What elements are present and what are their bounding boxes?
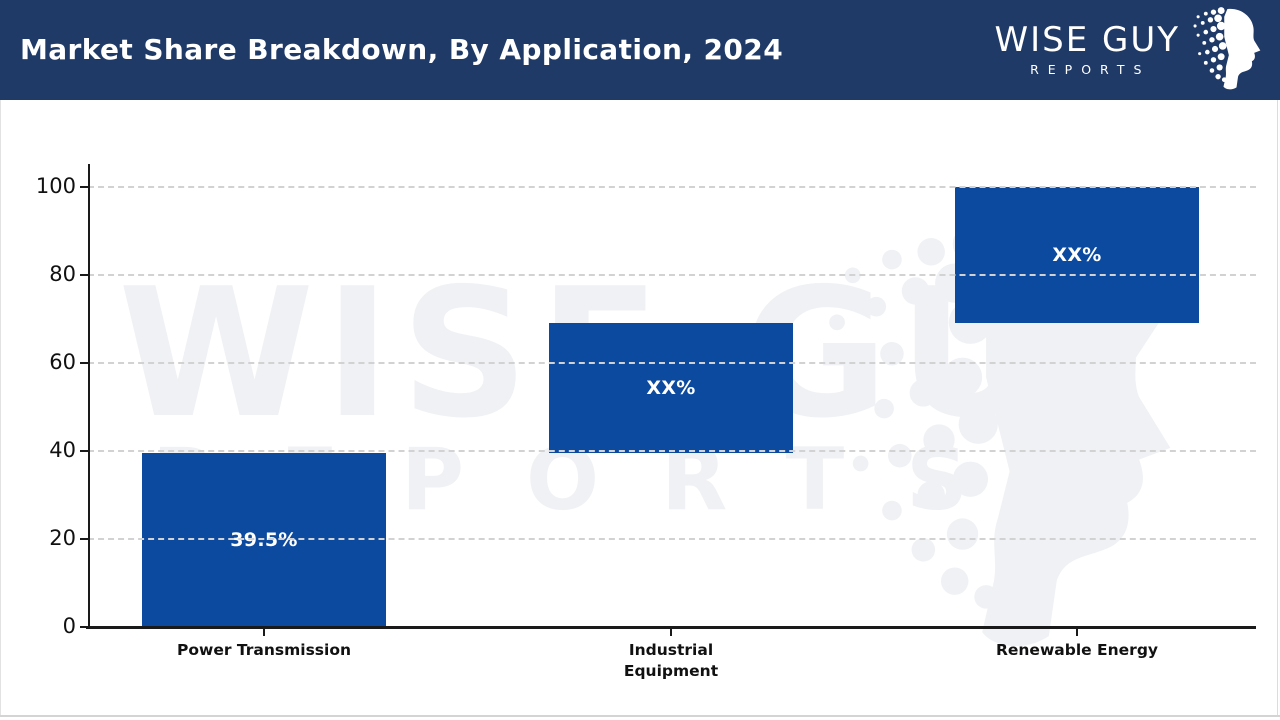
gridline-60 — [88, 362, 1256, 364]
y-tick-label-40: 40 — [49, 438, 76, 462]
chart-area: WISE GUY REPORTS 0 20 40 60 80 100 39.5% XX% XX… — [0, 100, 1280, 720]
x-tick-mark-0 — [263, 629, 265, 636]
x-category-label-0: Power Transmission — [176, 641, 352, 659]
y-tick-label-80: 80 — [49, 262, 76, 286]
y-tick-label-20: 20 — [49, 526, 76, 550]
bar-1: XX% — [549, 323, 793, 454]
page-edge-left — [0, 100, 1, 716]
y-tick-mark-60 — [80, 362, 89, 364]
page-edge-bottom — [0, 715, 1280, 717]
y-axis-spine — [88, 164, 90, 628]
bar-value-label-2: XX% — [1052, 244, 1102, 267]
gridline-80 — [88, 274, 1256, 276]
wise-guy-head-icon — [1193, 7, 1261, 90]
logo-text: WISE GUY REPORTS — [994, 21, 1180, 77]
page-edge-right — [1277, 100, 1278, 716]
x-tick-mark-2 — [1076, 629, 1078, 636]
logo-subtext: REPORTS — [1030, 62, 1151, 77]
bar-value-label-1: XX% — [646, 377, 696, 400]
x-category-label-1: Industrial Equipment — [623, 641, 719, 680]
page-title: Market Share Breakdown, By Application, … — [20, 33, 784, 66]
y-tick-mark-100 — [80, 186, 89, 188]
y-tick-label-60: 60 — [49, 350, 76, 374]
gridline-100 — [88, 186, 1256, 188]
header-banner: Market Share Breakdown, By Application, … — [0, 0, 1280, 100]
y-tick-mark-20 — [80, 538, 89, 540]
y-tick-label-0: 0 — [62, 614, 76, 638]
bar-value-label-0: 39.5% — [230, 529, 298, 552]
x-tick-mark-1 — [670, 629, 672, 636]
logo-wordmark: WISE GUY — [994, 20, 1180, 60]
x-axis-spine — [86, 626, 1256, 629]
y-tick-label-100: 100 — [35, 174, 76, 198]
wise-guy-logo: WISE GUY REPORTS — [994, 6, 1268, 92]
y-tick-mark-40 — [80, 450, 89, 452]
gridline-20 — [88, 538, 1256, 540]
bar-2: XX% — [955, 187, 1199, 324]
y-tick-mark-0 — [80, 626, 89, 628]
gridline-40 — [88, 450, 1256, 452]
y-tick-mark-80 — [80, 274, 89, 276]
bar-0: 39.5% — [142, 453, 386, 627]
x-category-label-2: Renewable Energy — [995, 641, 1159, 659]
